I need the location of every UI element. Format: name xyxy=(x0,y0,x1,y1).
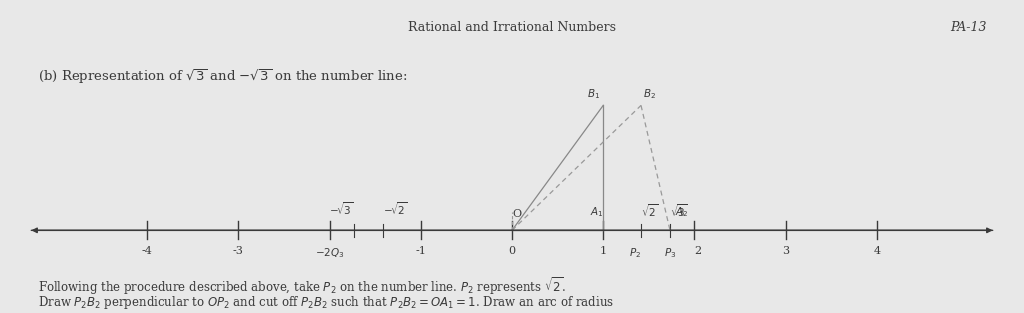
Text: $-2Q_3$: $-2Q_3$ xyxy=(314,246,344,260)
Text: 2: 2 xyxy=(694,246,701,256)
Text: Following the procedure described above, take $P_2$ on the number line. $P_2$ re: Following the procedure described above,… xyxy=(38,276,566,297)
Text: Rational and Irrational Numbers: Rational and Irrational Numbers xyxy=(408,21,616,34)
Text: -3: -3 xyxy=(232,246,244,256)
Text: $-\!\sqrt{3}$: $-\!\sqrt{3}$ xyxy=(330,200,354,217)
Text: $A_2$: $A_2$ xyxy=(675,205,688,219)
Text: Draw $P_2B_2$ perpendicular to $OP_2$ and cut off $P_2B_2$ such that $P_2B_2 = O: Draw $P_2B_2$ perpendicular to $OP_2$ an… xyxy=(38,294,613,311)
Text: 0: 0 xyxy=(509,246,515,256)
Text: $P_3$: $P_3$ xyxy=(664,246,676,260)
Text: 1: 1 xyxy=(600,246,607,256)
Text: $\sqrt{3}$: $\sqrt{3}$ xyxy=(670,202,688,219)
Text: 4: 4 xyxy=(873,246,881,256)
Text: -1: -1 xyxy=(416,246,426,256)
Text: PA-13: PA-13 xyxy=(950,21,986,34)
Text: $B_2$: $B_2$ xyxy=(643,87,655,101)
Text: $P_2$: $P_2$ xyxy=(629,246,641,260)
Text: $-\!\sqrt{2}$: $-\!\sqrt{2}$ xyxy=(383,200,408,217)
Text: $B_1$: $B_1$ xyxy=(588,87,600,101)
Text: 3: 3 xyxy=(782,246,790,256)
Text: O: O xyxy=(512,209,521,219)
Text: -4: -4 xyxy=(141,246,153,256)
Text: $A_1$: $A_1$ xyxy=(590,205,603,219)
Text: $\sqrt{2}$: $\sqrt{2}$ xyxy=(641,202,658,219)
Text: (b) Representation of $\sqrt{3}$ and $-\sqrt{3}$ on the number line:: (b) Representation of $\sqrt{3}$ and $-\… xyxy=(38,67,407,85)
